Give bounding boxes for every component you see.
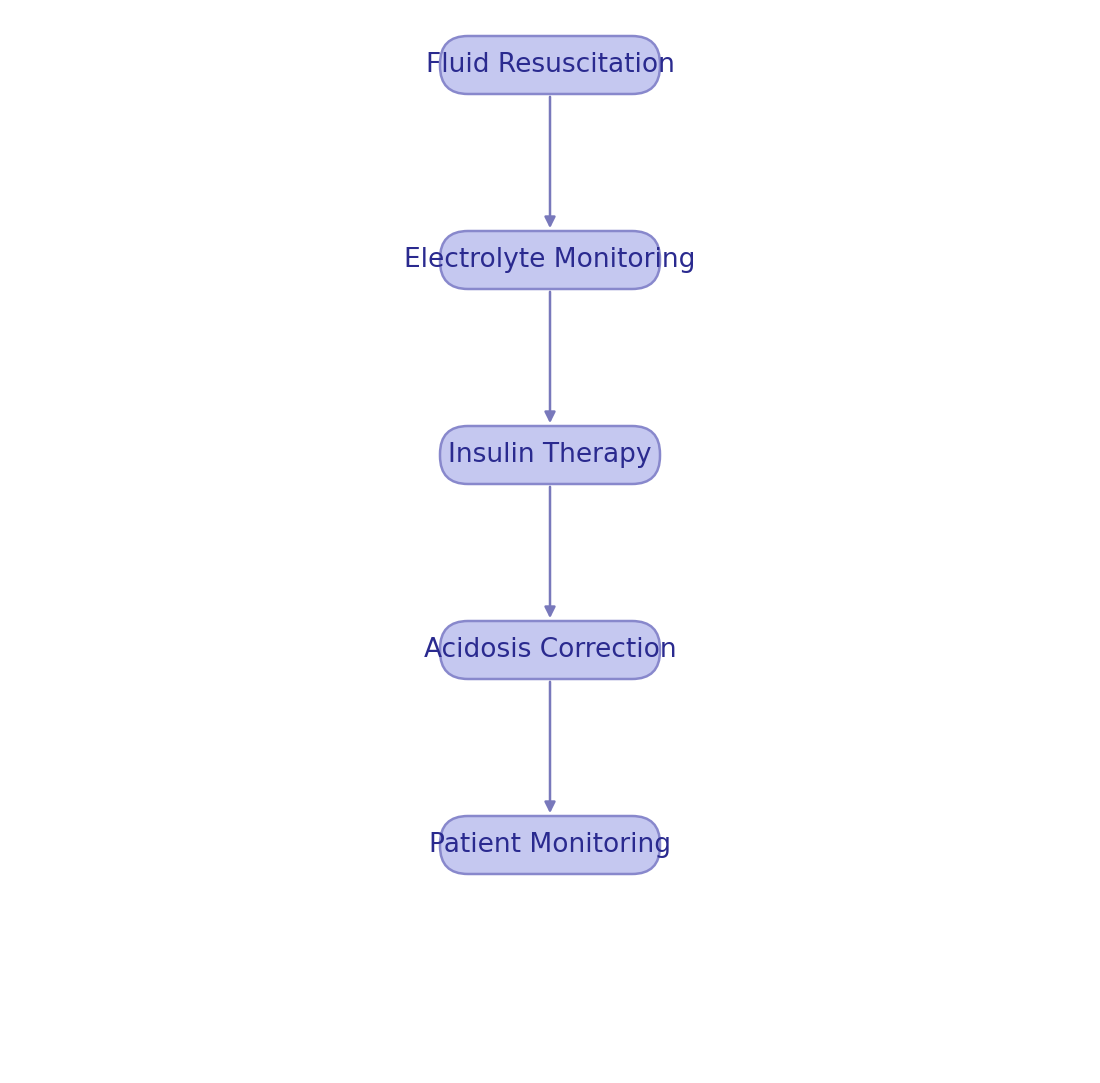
FancyBboxPatch shape	[440, 815, 660, 874]
Text: Insulin Therapy: Insulin Therapy	[449, 442, 651, 468]
Text: Patient Monitoring: Patient Monitoring	[429, 832, 671, 858]
Text: Electrolyte Monitoring: Electrolyte Monitoring	[405, 247, 695, 273]
FancyBboxPatch shape	[440, 621, 660, 679]
FancyBboxPatch shape	[440, 231, 660, 289]
FancyBboxPatch shape	[440, 36, 660, 94]
FancyBboxPatch shape	[440, 426, 660, 484]
Text: Acidosis Correction: Acidosis Correction	[424, 637, 676, 663]
Text: Fluid Resuscitation: Fluid Resuscitation	[426, 52, 674, 78]
